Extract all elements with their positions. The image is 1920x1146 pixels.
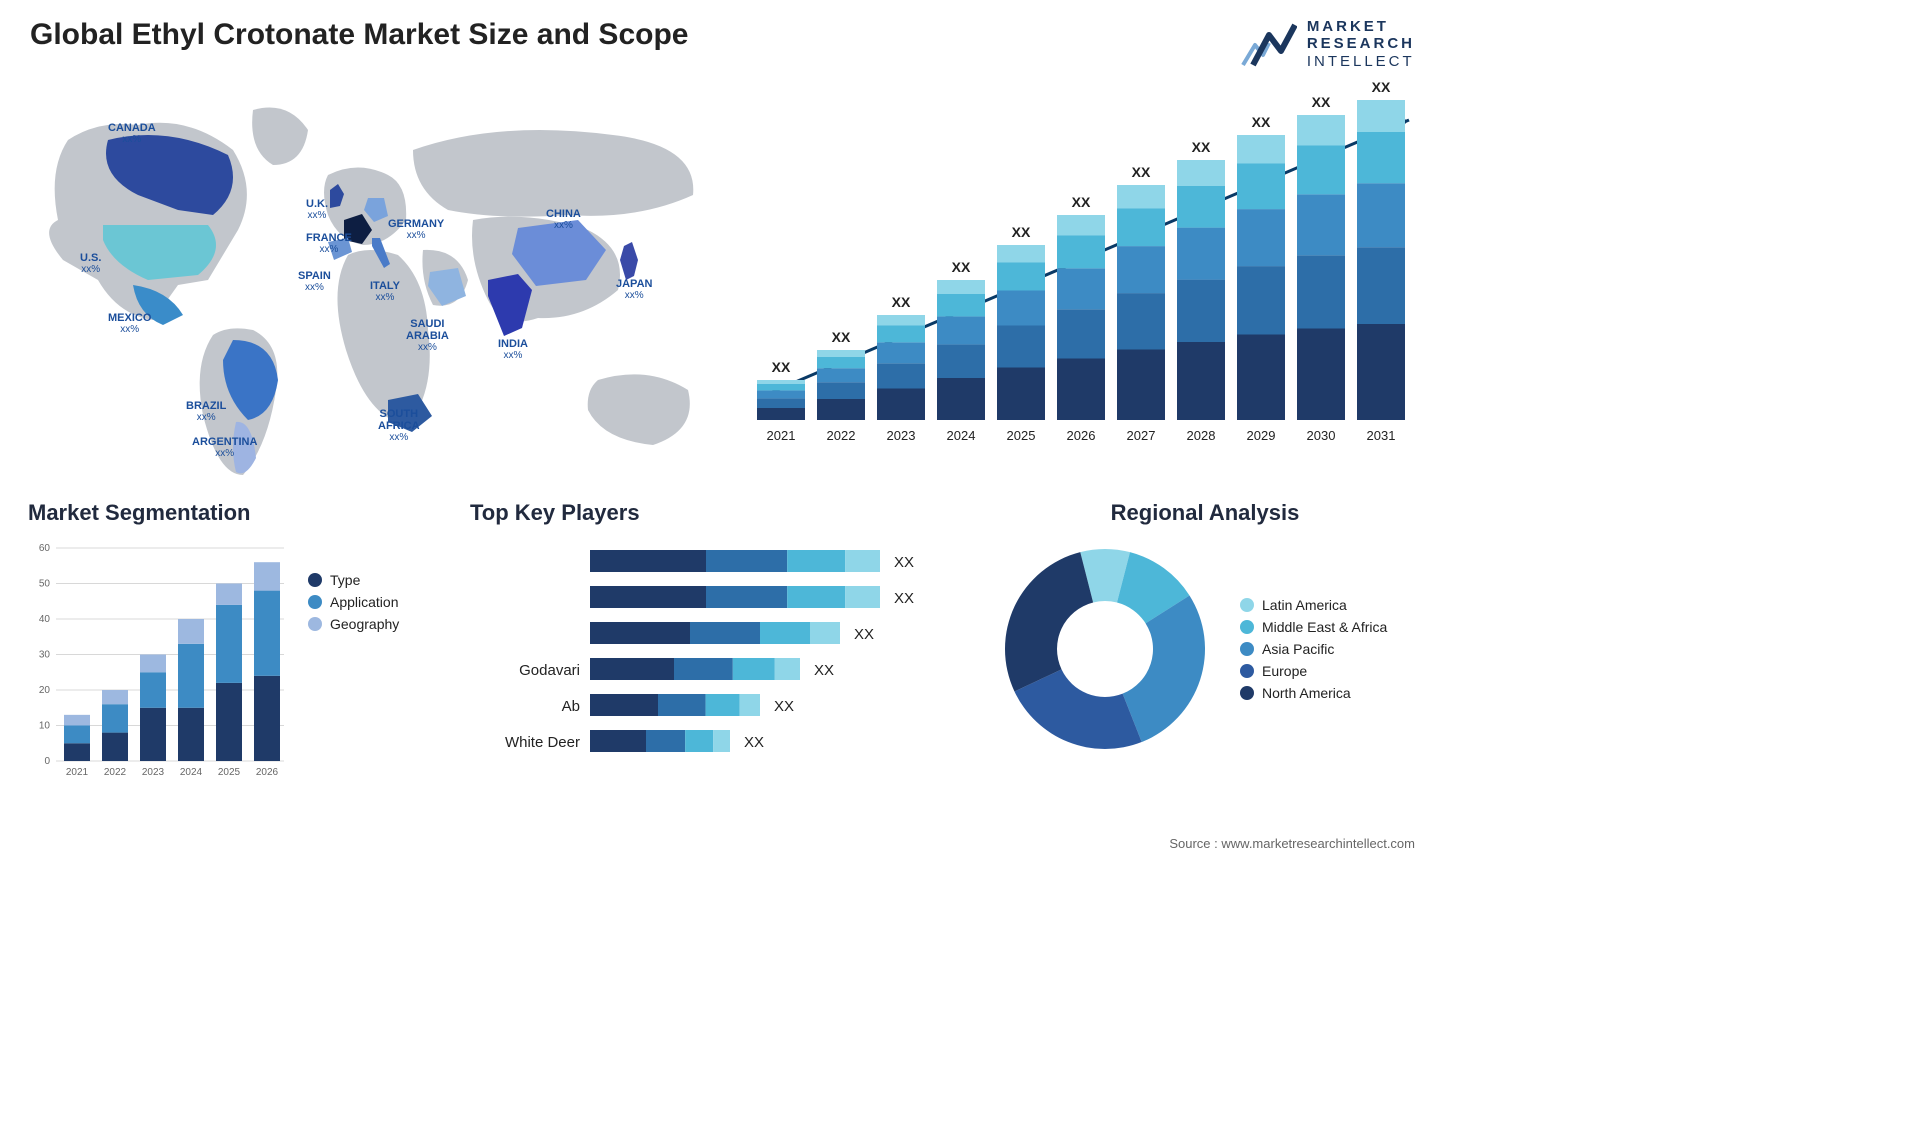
svg-text:XX: XX — [772, 359, 791, 375]
logo-line-1: MARKET — [1307, 18, 1415, 35]
svg-text:40: 40 — [39, 614, 51, 625]
segmentation-legend-item: Application — [308, 594, 399, 610]
svg-text:2026: 2026 — [1067, 428, 1096, 443]
map-country-label: INDIAxx% — [498, 338, 528, 361]
svg-text:2021: 2021 — [66, 767, 89, 778]
regional-panel: Regional Analysis Latin America Middle Ea… — [990, 500, 1420, 810]
svg-text:2029: 2029 — [1247, 428, 1276, 443]
map-country-label: ARGENTINAxx% — [192, 436, 257, 459]
svg-text:XX: XX — [1012, 224, 1031, 240]
svg-text:30: 30 — [39, 650, 51, 661]
svg-text:2024: 2024 — [180, 767, 203, 778]
map-country-label: JAPANxx% — [616, 278, 652, 301]
player-row-label: Ab — [470, 688, 590, 724]
logo-line-3: INTELLECT — [1307, 53, 1415, 70]
brand-logo: MARKET RESEARCH INTELLECT — [1241, 18, 1415, 70]
segmentation-legend-item: Type — [308, 572, 399, 588]
svg-text:XX: XX — [744, 734, 764, 751]
svg-text:XX: XX — [1372, 80, 1391, 95]
segmentation-legend-item: Geography — [308, 616, 399, 632]
regional-title: Regional Analysis — [990, 500, 1420, 526]
world-map-panel: CANADAxx% U.S.xx% MEXICOxx% BRAZILxx% ARGENT… — [28, 80, 718, 480]
players-title: Top Key Players — [470, 500, 970, 526]
segmentation-panel: Market Segmentation 0 10 20 30 40 50 60 2021 202… — [28, 500, 448, 810]
player-row-label — [470, 544, 590, 580]
svg-text:20: 20 — [39, 685, 51, 696]
svg-text:XX: XX — [1132, 164, 1151, 180]
svg-text:XX: XX — [1312, 94, 1331, 110]
svg-text:XX: XX — [894, 590, 914, 607]
growth-chart: XX 2021 XX 2022 XX 2023 XX 2024 XX 2025 XX 2026 XX 20… — [745, 80, 1415, 460]
svg-text:2022: 2022 — [104, 767, 127, 778]
svg-text:2025: 2025 — [1007, 428, 1036, 443]
svg-text:0: 0 — [44, 756, 50, 767]
svg-text:2025: 2025 — [218, 767, 241, 778]
source-caption: Source : www.marketresearchintellect.com — [1169, 836, 1415, 851]
regional-legend-item: North America — [1240, 685, 1387, 701]
player-row-label — [470, 580, 590, 616]
map-country-label: SPAINxx% — [298, 270, 331, 293]
svg-text:XX: XX — [832, 329, 851, 345]
players-chart-svg: XX XX XX XX XX XX — [590, 544, 950, 784]
map-country-label: CHINAxx% — [546, 208, 581, 231]
svg-text:2023: 2023 — [887, 428, 916, 443]
svg-text:XX: XX — [814, 662, 834, 679]
map-country-label: U.S.xx% — [80, 252, 101, 275]
svg-text:60: 60 — [39, 543, 51, 554]
svg-text:50: 50 — [39, 579, 51, 590]
regional-legend-item: Middle East & Africa — [1240, 619, 1387, 635]
svg-text:XX: XX — [952, 259, 971, 275]
growth-chart-svg: XX 2021 XX 2022 XX 2023 XX 2024 XX 2025 XX 2026 XX 20… — [745, 80, 1415, 460]
map-country-label: BRAZILxx% — [186, 400, 226, 423]
svg-text:XX: XX — [1072, 194, 1091, 210]
segmentation-legend: Type Application Geography — [308, 536, 399, 786]
map-country-label: U.K.xx% — [306, 198, 328, 221]
svg-text:2023: 2023 — [142, 767, 165, 778]
player-row-label: Godavari — [470, 652, 590, 688]
map-country-label: MEXICOxx% — [108, 312, 151, 335]
svg-text:2022: 2022 — [827, 428, 856, 443]
svg-text:XX: XX — [1192, 139, 1211, 155]
logo-line-2: RESEARCH — [1307, 35, 1415, 52]
regional-legend-item: Europe — [1240, 663, 1387, 679]
page-title: Global Ethyl Crotonate Market Size and S… — [30, 18, 688, 52]
svg-text:XX: XX — [892, 294, 911, 310]
regional-legend-item: Asia Pacific — [1240, 641, 1387, 657]
logo-icon — [1241, 19, 1297, 69]
svg-text:10: 10 — [39, 721, 51, 732]
svg-text:2026: 2026 — [256, 767, 279, 778]
player-row-label — [470, 616, 590, 652]
svg-text:XX: XX — [854, 626, 874, 643]
svg-text:2027: 2027 — [1127, 428, 1156, 443]
svg-text:2024: 2024 — [947, 428, 976, 443]
map-country-label: SOUTHAFRICAxx% — [378, 408, 420, 443]
map-country-label: CANADAxx% — [108, 122, 156, 145]
segmentation-chart-svg: 0 10 20 30 40 50 60 2021 2022 2023 2024 2025 2026 — [28, 536, 288, 786]
segmentation-title: Market Segmentation — [28, 500, 448, 526]
map-country-label: FRANCExx% — [306, 232, 352, 255]
svg-text:2031: 2031 — [1367, 428, 1396, 443]
svg-text:XX: XX — [774, 698, 794, 715]
svg-text:XX: XX — [1252, 114, 1271, 130]
svg-text:2021: 2021 — [767, 428, 796, 443]
svg-text:2028: 2028 — [1187, 428, 1216, 443]
players-panel: Top Key Players GodavariAbWhite Deer XXX… — [470, 500, 970, 810]
svg-text:2030: 2030 — [1307, 428, 1336, 443]
map-country-label: SAUDIARABIAxx% — [406, 318, 449, 353]
map-country-label: ITALYxx% — [370, 280, 400, 303]
player-labels-col: GodavariAbWhite Deer — [470, 544, 590, 784]
map-country-label: GERMANYxx% — [388, 218, 444, 241]
regional-donut-svg — [990, 534, 1220, 764]
svg-text:XX: XX — [894, 554, 914, 571]
regional-legend: Latin America Middle East & Africa Asia Pa… — [1240, 591, 1387, 707]
player-row-label: White Deer — [470, 724, 590, 760]
regional-legend-item: Latin America — [1240, 597, 1387, 613]
